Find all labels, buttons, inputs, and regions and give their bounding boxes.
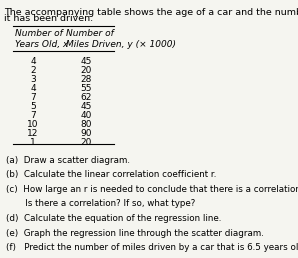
Text: 20: 20 bbox=[80, 66, 91, 75]
Text: 4: 4 bbox=[30, 84, 36, 93]
Text: 40: 40 bbox=[80, 111, 91, 120]
Text: 5: 5 bbox=[30, 102, 36, 111]
Text: 55: 55 bbox=[80, 84, 91, 93]
Text: 80: 80 bbox=[80, 120, 91, 129]
Text: Number of: Number of bbox=[66, 29, 114, 38]
Text: (a)  Draw a scatter diagram.: (a) Draw a scatter diagram. bbox=[6, 156, 130, 165]
Text: (b)  Calculate the linear correlation coefficient r.: (b) Calculate the linear correlation coe… bbox=[6, 170, 216, 179]
Text: (f)   Predict the number of miles driven by a car that is 6.5 years old.: (f) Predict the number of miles driven b… bbox=[6, 243, 298, 252]
Text: 10: 10 bbox=[27, 120, 39, 129]
Text: (d)  Calculate the equation of the regression line.: (d) Calculate the equation of the regres… bbox=[6, 214, 221, 223]
Text: Number of: Number of bbox=[15, 29, 63, 38]
Text: 1: 1 bbox=[30, 138, 36, 147]
Text: 28: 28 bbox=[80, 75, 91, 84]
Text: 45: 45 bbox=[80, 102, 91, 111]
Text: 45: 45 bbox=[80, 57, 91, 66]
Text: 20: 20 bbox=[80, 138, 91, 147]
Text: 4: 4 bbox=[30, 57, 36, 66]
Text: it has been driven.: it has been driven. bbox=[4, 14, 94, 23]
Text: 7: 7 bbox=[30, 93, 36, 102]
Text: 2: 2 bbox=[30, 66, 36, 75]
Text: 3: 3 bbox=[30, 75, 36, 84]
Text: Years Old, x: Years Old, x bbox=[15, 40, 68, 49]
Text: Is there a correlation? If so, what type?: Is there a correlation? If so, what type… bbox=[6, 199, 195, 208]
Text: The accompanying table shows the age of a car and the number of miles that: The accompanying table shows the age of … bbox=[4, 8, 298, 17]
Text: 7: 7 bbox=[30, 111, 36, 120]
Text: (c)  How large an r is needed to conclude that there is a correlation?: (c) How large an r is needed to conclude… bbox=[6, 185, 298, 194]
Text: Miles Driven, y (× 1000): Miles Driven, y (× 1000) bbox=[66, 40, 176, 49]
Text: 62: 62 bbox=[80, 93, 91, 102]
Text: 12: 12 bbox=[27, 129, 39, 138]
Text: (e)  Graph the regression line through the scatter diagram.: (e) Graph the regression line through th… bbox=[6, 229, 264, 238]
Text: 90: 90 bbox=[80, 129, 91, 138]
